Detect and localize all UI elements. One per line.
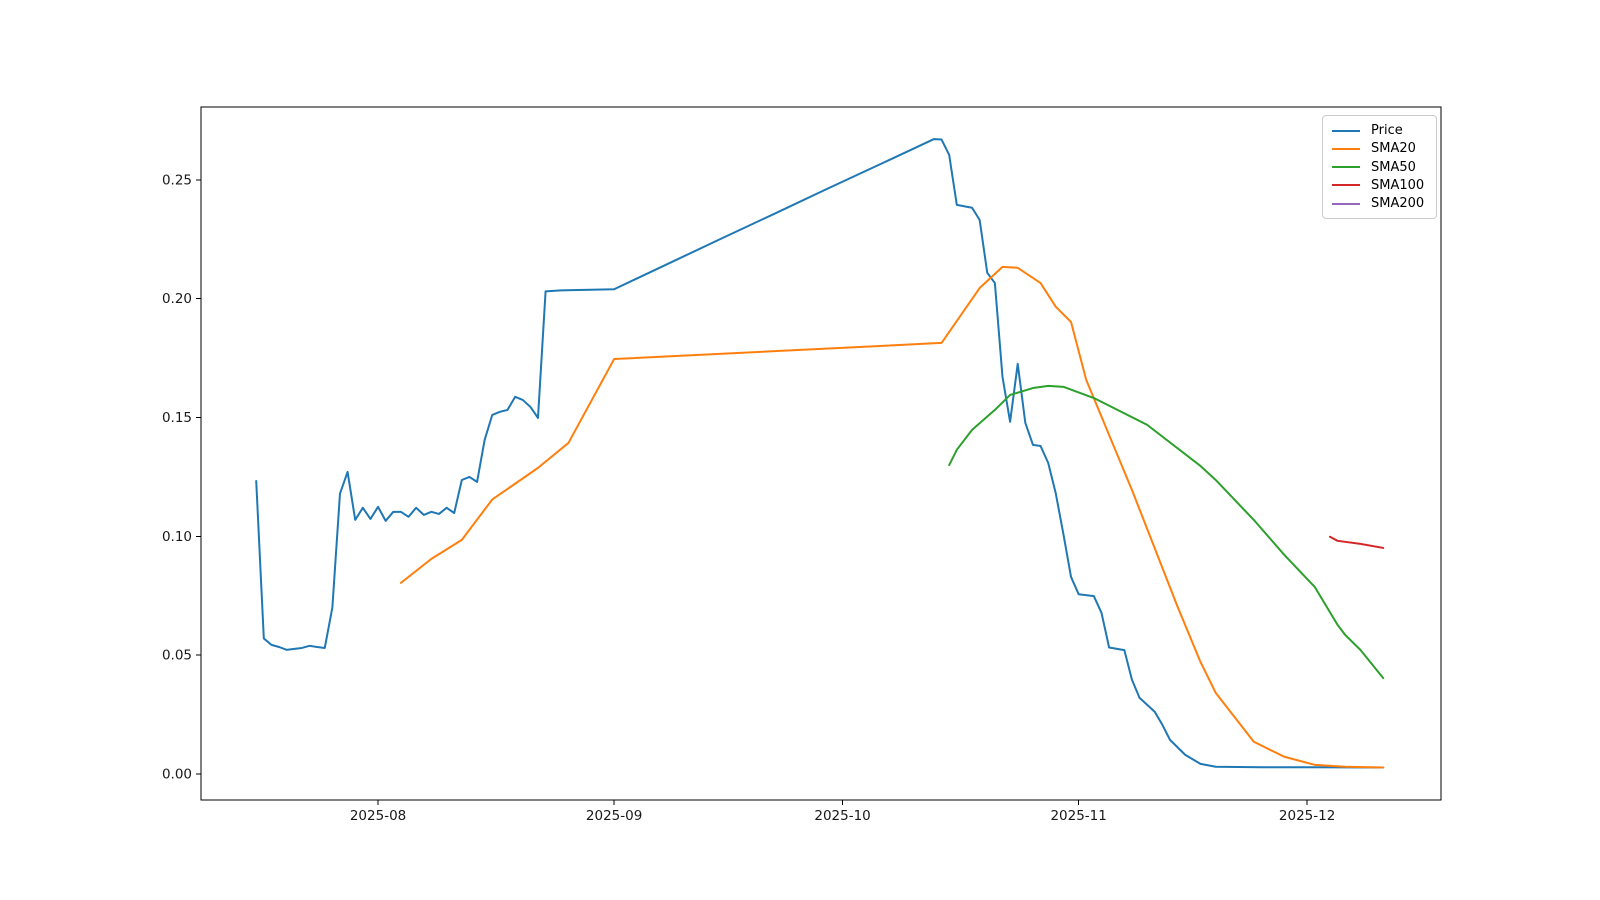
legend-item-sma100: SMA100	[1332, 177, 1428, 194]
x-tick-label: 2025-12	[1279, 808, 1335, 824]
legend-item-price: Price	[1332, 122, 1428, 139]
legend-item-label: SMA200	[1371, 196, 1425, 211]
series-line-sma20	[399, 265, 1385, 769]
y-tick-label: 0.00	[162, 766, 192, 782]
x-tick-label: 2025-11	[1050, 808, 1106, 824]
legend-item-label: SMA100	[1371, 177, 1425, 193]
y-tick-label: 0.20	[162, 291, 192, 307]
legend-item-label: SMA20	[1371, 141, 1416, 157]
legend: Price SMA20 SMA50 SMA100 SMA200	[1322, 115, 1437, 219]
legend-line-swatch-sma50	[1332, 166, 1360, 168]
legend-item-sma50: SMA50	[1332, 159, 1428, 176]
y-tick-label: 0.10	[162, 529, 192, 545]
legend-item-sma200: SMA200	[1332, 195, 1428, 212]
y-tick-label: 0.25	[162, 172, 192, 188]
y-tick-label: 0.05	[162, 648, 192, 664]
legend-item-label: Price	[1371, 123, 1403, 138]
series-line-sma50	[948, 384, 1385, 680]
legend-line-swatch-sma200	[1332, 202, 1360, 205]
legend-line-swatch-sma20	[1332, 147, 1360, 150]
legend-line-swatch-sma100	[1332, 184, 1360, 187]
series-line-price	[255, 138, 1385, 769]
x-tick-label: 2025-09	[586, 808, 642, 824]
legend-line-swatch-price	[1332, 129, 1360, 132]
x-tick-label: 2025-08	[350, 808, 406, 824]
series-line-sma100	[1328, 535, 1385, 549]
plot-border	[200, 106, 1442, 801]
legend-item-label: SMA50	[1371, 159, 1416, 175]
x-tick-label: 2025-10	[814, 808, 870, 824]
legend-item-sma20: SMA20	[1332, 140, 1428, 157]
y-tick-label: 0.15	[162, 410, 192, 426]
